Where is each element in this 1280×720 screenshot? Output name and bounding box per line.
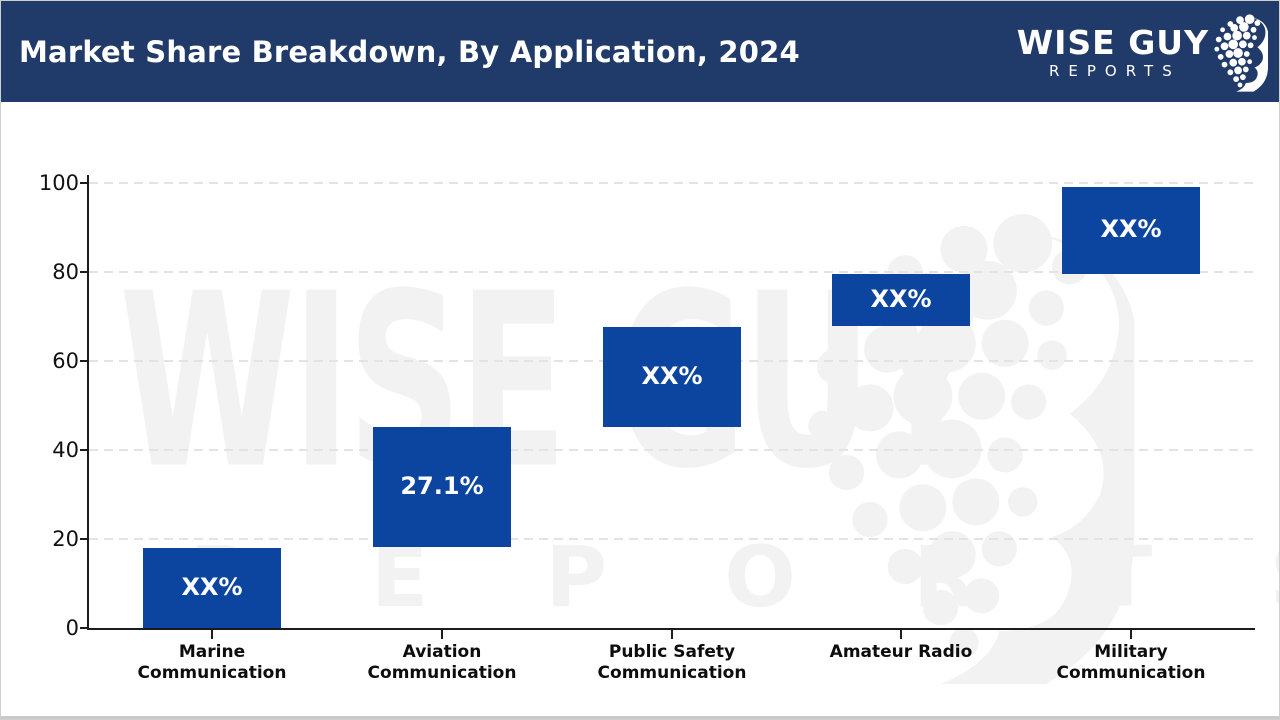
gridline xyxy=(89,449,1255,451)
bar-segment xyxy=(373,426,511,548)
bar-value-label: 27.1% xyxy=(400,472,484,501)
gridline xyxy=(89,271,1255,273)
logo-text: WISE GUY REPORTS xyxy=(1016,23,1209,81)
x-axis-line xyxy=(87,628,1255,630)
y-axis-line xyxy=(87,175,89,630)
bar-segment xyxy=(1062,186,1200,274)
wise-guy-reports-logo: WISE GUY REPORTS xyxy=(1017,9,1269,97)
y-axis-tick-mark xyxy=(80,360,89,362)
x-category-label: Military Communication xyxy=(1056,642,1206,683)
logo-wiseguy-text: WISE GUY xyxy=(1016,23,1209,62)
x-category-label: Aviation Communication xyxy=(367,642,517,683)
dotted-head-logo-icon xyxy=(1214,14,1269,92)
bar-value-label: XX% xyxy=(181,572,243,601)
x-axis-tick-mark xyxy=(441,630,443,639)
gridline xyxy=(89,538,1255,540)
header-band: Market Share Breakdown, By Application, … xyxy=(1,1,1279,102)
y-axis-tick-label: 0 xyxy=(65,616,79,640)
chart-title: Market Share Breakdown, By Application, … xyxy=(19,35,800,69)
y-axis-tick-mark xyxy=(80,182,89,184)
x-axis-tick-mark xyxy=(211,630,213,639)
y-axis-tick-label: 60 xyxy=(52,349,79,373)
bar-value-label: XX% xyxy=(870,284,932,313)
x-axis-tick-mark xyxy=(900,630,902,639)
bar-value-label: XX% xyxy=(1100,215,1162,244)
y-axis-tick-mark xyxy=(80,538,89,540)
bottom-border-strip xyxy=(1,716,1279,719)
y-axis-tick-label: 100 xyxy=(38,171,79,195)
bar-segment xyxy=(832,273,970,326)
x-category-label: Public Safety Communication xyxy=(597,642,747,683)
y-axis-tick-label: 80 xyxy=(52,260,79,284)
bar-segment xyxy=(603,327,741,427)
gridline xyxy=(89,182,1255,184)
y-axis-tick-mark xyxy=(80,271,89,273)
chart-plot-area: WISE GUY R E P O R T S 0 20 40 60 80 100 XX% 27… xyxy=(1,102,1279,718)
y-axis-tick-label: 40 xyxy=(52,438,79,462)
bar-segment xyxy=(143,547,281,628)
y-axis-tick-mark xyxy=(80,627,89,629)
logo-reports-text: REPORTS xyxy=(1048,62,1181,80)
y-axis-tick-label: 20 xyxy=(52,527,79,551)
y-axis-tick-mark xyxy=(80,449,89,451)
x-category-label: Marine Communication xyxy=(137,642,287,683)
bar-value-label: XX% xyxy=(641,362,703,391)
x-axis-tick-mark xyxy=(671,630,673,639)
x-category-label: Amateur Radio xyxy=(829,642,973,662)
x-axis-tick-mark xyxy=(1130,630,1132,639)
